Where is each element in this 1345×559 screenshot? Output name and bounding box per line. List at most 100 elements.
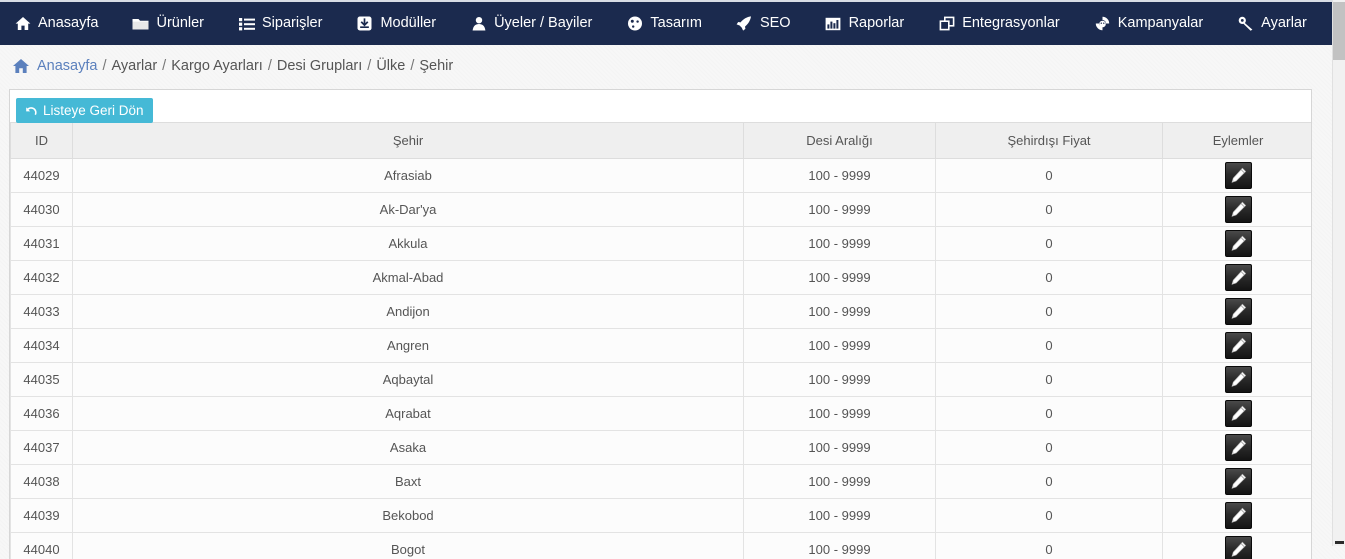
row-id-cell: 44031	[11, 227, 73, 261]
nav-item-label: SEO	[760, 16, 791, 31]
edit-row-button[interactable]	[1225, 366, 1252, 393]
user-icon	[470, 16, 487, 32]
breadcrumb-item[interactable]: Desi Grupları	[277, 58, 362, 74]
row-outcity-price-cell: 0	[936, 499, 1163, 533]
pencil-edit-icon	[1230, 371, 1247, 388]
breadcrumb-home-link[interactable]: Anasayfa	[37, 58, 97, 74]
page-scrollbar[interactable]	[1332, 0, 1345, 546]
nav-item-anasayfa[interactable]: Anasayfa	[14, 16, 98, 32]
nav-item-yeler-bayiler[interactable]: Üyeler / Bayiler	[470, 16, 592, 32]
nav-item-mod-ller[interactable]: Modüller	[356, 16, 436, 32]
row-desi-range-cell: 100 - 9999	[744, 431, 936, 465]
row-outcity-price-cell: 0	[936, 363, 1163, 397]
nav-item-label: Modüller	[380, 16, 436, 31]
palette-icon	[626, 16, 643, 32]
nav-item-ayarlar[interactable]: Ayarlar	[1237, 16, 1307, 32]
row-city-cell: Akkula	[73, 227, 744, 261]
edit-row-button[interactable]	[1225, 502, 1252, 529]
row-desi-range-cell: 100 - 9999	[744, 227, 936, 261]
row-outcity-price-cell: 0	[936, 397, 1163, 431]
breadcrumb-item[interactable]: Şehir	[419, 58, 453, 74]
row-actions-cell	[1163, 499, 1313, 533]
row-city-cell: Angren	[73, 329, 744, 363]
cities-table: ID Şehir Desi Aralığı Şehirdışı Fiyat Ey…	[10, 122, 1312, 559]
nav-item-raporlar[interactable]: Raporlar	[825, 16, 905, 32]
back-to-list-button[interactable]: Listeye Geri Dön	[16, 98, 153, 123]
breadcrumb-separator: /	[367, 58, 371, 74]
row-actions-cell	[1163, 329, 1313, 363]
nav-item-r-nler[interactable]: Ürünler	[132, 16, 204, 32]
row-actions-cell	[1163, 227, 1313, 261]
breadcrumb-separator: /	[410, 58, 414, 74]
scrollbar-down-arrow-icon[interactable]	[1335, 541, 1344, 544]
row-outcity-price-cell: 0	[936, 329, 1163, 363]
row-outcity-price-cell: 0	[936, 227, 1163, 261]
row-desi-range-cell: 100 - 9999	[744, 295, 936, 329]
edit-row-button[interactable]	[1225, 332, 1252, 359]
row-city-cell: Aqrabat	[73, 397, 744, 431]
row-id-cell: 44035	[11, 363, 73, 397]
row-desi-range-cell: 100 - 9999	[744, 397, 936, 431]
row-id-cell: 44038	[11, 465, 73, 499]
row-id-cell: 44030	[11, 193, 73, 227]
row-id-cell: 44033	[11, 295, 73, 329]
breadcrumb-item[interactable]: Ülke	[376, 58, 405, 74]
back-to-list-label: Listeye Geri Dön	[43, 103, 144, 118]
row-city-cell: Akmal-Abad	[73, 261, 744, 295]
edit-row-button[interactable]	[1225, 434, 1252, 461]
pencil-edit-icon	[1230, 473, 1247, 490]
breadcrumb-item[interactable]: Ayarlar	[112, 58, 158, 74]
edit-row-button[interactable]	[1225, 536, 1252, 559]
breadcrumb: Anasayfa / Ayarlar / Kargo Ayarları / Desi Gr…	[0, 45, 1332, 87]
folder-icon	[132, 16, 149, 32]
nav-item-seo[interactable]: SEO	[736, 16, 791, 32]
nav-item-tasar-m[interactable]: Tasarım	[626, 16, 702, 32]
row-desi-range-cell: 100 - 9999	[744, 465, 936, 499]
row-outcity-price-cell: 0	[936, 261, 1163, 295]
edit-row-button[interactable]	[1225, 162, 1252, 189]
nav-item-label: Kampanyalar	[1118, 16, 1203, 31]
scrollbar-thumb[interactable]	[1333, 2, 1345, 60]
edit-row-button[interactable]	[1225, 264, 1252, 291]
pencil-edit-icon	[1230, 303, 1247, 320]
row-city-cell: Baxt	[73, 465, 744, 499]
row-city-cell: Afrasiab	[73, 159, 744, 193]
pencil-edit-icon	[1230, 235, 1247, 252]
row-desi-range-cell: 100 - 9999	[744, 329, 936, 363]
row-id-cell: 44037	[11, 431, 73, 465]
row-actions-cell	[1163, 465, 1313, 499]
row-desi-range-cell: 100 - 9999	[744, 499, 936, 533]
list-icon	[238, 16, 255, 32]
column-header-city: Şehir	[73, 123, 744, 159]
breadcrumb-separator: /	[268, 58, 272, 74]
nav-item-kampanyalar[interactable]: Kampanyalar	[1094, 16, 1203, 32]
nav-item-label: Ürünler	[156, 16, 204, 31]
edit-row-button[interactable]	[1225, 400, 1252, 427]
edit-row-button[interactable]	[1225, 230, 1252, 257]
bar-chart-icon	[825, 16, 842, 32]
column-header-desi: Desi Aralığı	[744, 123, 936, 159]
row-id-cell: 44032	[11, 261, 73, 295]
row-desi-range-cell: 100 - 9999	[744, 261, 936, 295]
edit-row-button[interactable]	[1225, 196, 1252, 223]
row-desi-range-cell: 100 - 9999	[744, 363, 936, 397]
row-city-cell: Ak-Dar'ya	[73, 193, 744, 227]
breadcrumb-item[interactable]: Kargo Ayarları	[171, 58, 263, 74]
megaphone-icon	[1094, 16, 1111, 32]
nav-item-entegrasyonlar[interactable]: Entegrasyonlar	[938, 16, 1060, 32]
rocket-icon	[736, 16, 753, 32]
box-download-icon	[356, 16, 373, 32]
nav-item-label: Üyeler / Bayiler	[494, 16, 592, 31]
row-city-cell: Asaka	[73, 431, 744, 465]
edit-row-button[interactable]	[1225, 298, 1252, 325]
nav-item-sipari-ler[interactable]: Siparişler	[238, 16, 322, 32]
edit-row-button[interactable]	[1225, 468, 1252, 495]
row-actions-cell	[1163, 261, 1313, 295]
